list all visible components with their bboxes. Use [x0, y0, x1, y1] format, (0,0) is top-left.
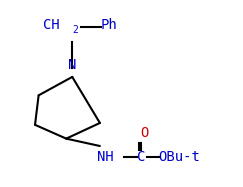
- Text: OBu-t: OBu-t: [159, 150, 201, 164]
- Text: C: C: [137, 150, 146, 164]
- Text: 2: 2: [72, 25, 78, 35]
- Text: Ph: Ph: [101, 18, 118, 32]
- Text: CH: CH: [43, 18, 60, 32]
- Text: O: O: [141, 126, 149, 140]
- Text: N: N: [68, 58, 77, 72]
- Text: NH: NH: [97, 150, 114, 164]
